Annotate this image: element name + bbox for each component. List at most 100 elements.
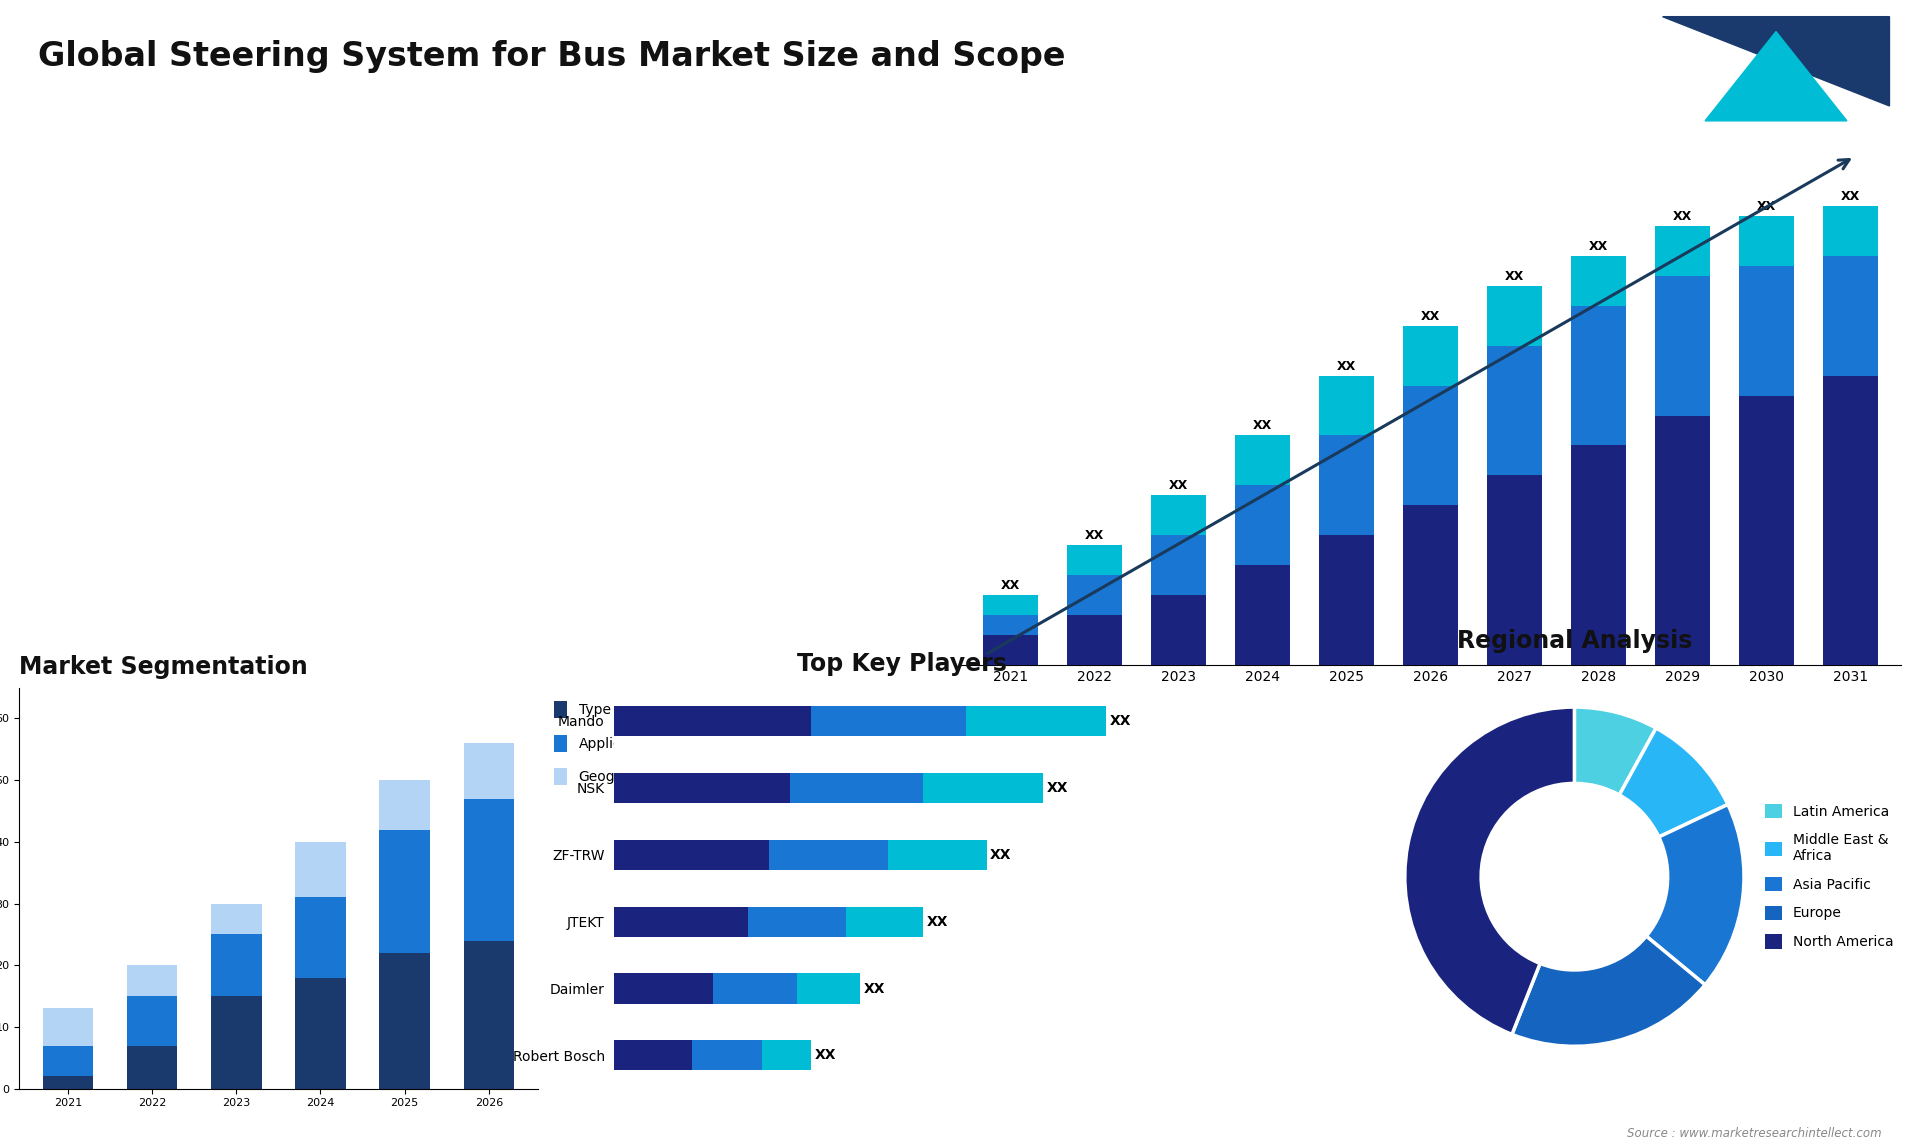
Bar [1404,386,1457,505]
Bar [1824,206,1878,256]
Bar [691,1041,762,1070]
Bar [889,840,987,870]
Bar [749,906,847,936]
Text: XX: XX [991,848,1012,862]
Text: XX: XX [927,915,948,928]
Text: XX: XX [1110,714,1131,728]
Bar [847,906,924,936]
Bar [1740,395,1793,665]
Text: XX: XX [1421,309,1440,323]
Bar [380,953,430,1089]
Bar [42,1076,94,1089]
Title: Top Key Players: Top Key Players [797,652,1008,676]
Bar [1404,325,1457,386]
Bar [797,973,860,1004]
Bar [296,978,346,1089]
Bar [768,840,889,870]
Text: XX: XX [1046,780,1068,795]
Text: XX: XX [1169,479,1188,493]
Bar [1655,416,1709,665]
Bar [1235,485,1290,565]
Polygon shape [1705,32,1847,120]
Bar [614,706,810,736]
Bar [1068,545,1121,575]
Text: Market Segmentation: Market Segmentation [19,654,307,678]
Text: Global Steering System for Bus Market Size and Scope: Global Steering System for Bus Market Si… [38,40,1066,73]
Bar [712,973,797,1004]
Text: XX: XX [814,1049,835,1062]
Bar [1740,217,1793,266]
Bar [296,897,346,978]
Bar [463,743,515,799]
Bar [1488,286,1542,346]
Text: XX: XX [864,981,885,996]
Wedge shape [1511,936,1705,1046]
Bar [1068,575,1121,615]
Bar [1824,376,1878,665]
Bar [1655,276,1709,416]
Bar [211,903,261,934]
Bar [1152,495,1206,535]
Bar [614,906,749,936]
Bar [296,842,346,897]
Bar [1655,226,1709,276]
Wedge shape [1574,707,1657,795]
Bar [1319,376,1373,435]
Wedge shape [1645,804,1743,984]
Text: XX: XX [1085,529,1104,542]
Bar [1571,256,1626,306]
Bar [1152,535,1206,595]
Text: XX: XX [1757,201,1776,213]
Bar [463,941,515,1089]
Bar [1319,535,1373,665]
Bar [983,595,1037,615]
Bar [1824,256,1878,376]
Bar [1404,505,1457,665]
Text: XX: XX [1336,360,1356,372]
Bar [1152,595,1206,665]
Bar [1068,615,1121,665]
Text: XX: XX [1588,241,1609,253]
Bar [1235,565,1290,665]
Text: Source : www.marketresearchintellect.com: Source : www.marketresearchintellect.com [1626,1128,1882,1140]
Bar [127,996,177,1045]
Bar [614,840,768,870]
Bar [1488,476,1542,665]
Bar [127,1045,177,1089]
Bar [1571,306,1626,446]
Bar [380,780,430,830]
Text: XX: XX [1505,270,1524,283]
Bar [42,1008,94,1045]
Bar [789,772,924,803]
Bar [614,973,712,1004]
Bar [211,996,261,1089]
Legend: Latin America, Middle East &
Africa, Asia Pacific, Europe, North America: Latin America, Middle East & Africa, Asi… [1759,799,1899,955]
Bar [1488,346,1542,476]
Bar [1740,266,1793,395]
Polygon shape [1663,17,1889,105]
Bar [1319,435,1373,535]
Bar [1235,435,1290,485]
Bar [463,799,515,941]
Text: XX: XX [1841,190,1860,203]
Text: XX: XX [1000,579,1020,592]
Wedge shape [1405,707,1574,1035]
Text: XX: XX [1252,419,1273,432]
Legend: Type, Application, Geography: Type, Application, Geography [547,696,662,791]
Bar [762,1041,810,1070]
Bar [127,965,177,996]
Bar [211,934,261,996]
Bar [810,706,966,736]
Title: Regional Analysis: Regional Analysis [1457,629,1692,653]
Bar [1571,446,1626,665]
Bar [983,615,1037,635]
Bar [966,706,1106,736]
Bar [614,772,789,803]
Bar [983,635,1037,665]
Bar [380,830,430,953]
Bar [614,1041,691,1070]
Bar [42,1045,94,1076]
Bar [924,772,1043,803]
Text: XX: XX [1672,210,1692,223]
Wedge shape [1619,728,1728,837]
